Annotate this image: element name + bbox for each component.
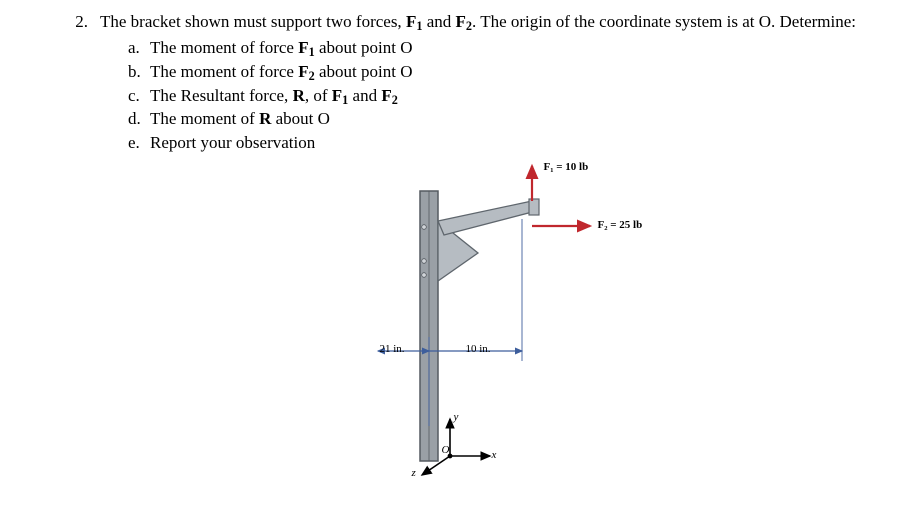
sub-item: a. The moment of force F1 about point O (128, 36, 879, 60)
sub-item: c. The Resultant force, R, of F1 and F2 (128, 84, 879, 108)
label-origin: O (442, 444, 450, 456)
sub-item: b. The moment of force F2 about point O (128, 60, 879, 84)
sub-item: e. Report your observation (128, 131, 879, 155)
sub-text: The Resultant force, R, of F1 and F2 (150, 84, 879, 108)
sub-text: The moment of R about O (150, 107, 879, 131)
label-axis-z: z (412, 467, 416, 479)
label-f2: F₂ = 25 lb (598, 219, 643, 231)
sub-label: a. (128, 36, 150, 60)
label-dim-left: 21 in. (380, 343, 405, 355)
sub-label: b. (128, 60, 150, 84)
question-stem: The bracket shown must support two force… (100, 12, 879, 32)
sub-label: e. (128, 131, 150, 155)
sub-label: c. (128, 84, 150, 108)
sub-label: d. (128, 107, 150, 131)
sub-text: The moment of force F2 about point O (150, 60, 879, 84)
label-axis-y: y (454, 411, 459, 423)
bracket-figure: F₁ = 10 lb F₂ = 25 lb 21 in. 10 in. x y … (300, 161, 680, 481)
sub-text: The moment of force F1 about point O (150, 36, 879, 60)
question-number: 2. (60, 12, 100, 32)
sub-items: a. The moment of force F1 about point O … (100, 36, 879, 155)
bracket-svg (300, 161, 680, 481)
label-dim-right: 10 in. (466, 343, 491, 355)
label-f1: F₁ = 10 lb (544, 161, 589, 173)
label-axis-x: x (492, 449, 497, 461)
sub-text: Report your observation (150, 131, 879, 155)
sub-item: d. The moment of R about O (128, 107, 879, 131)
